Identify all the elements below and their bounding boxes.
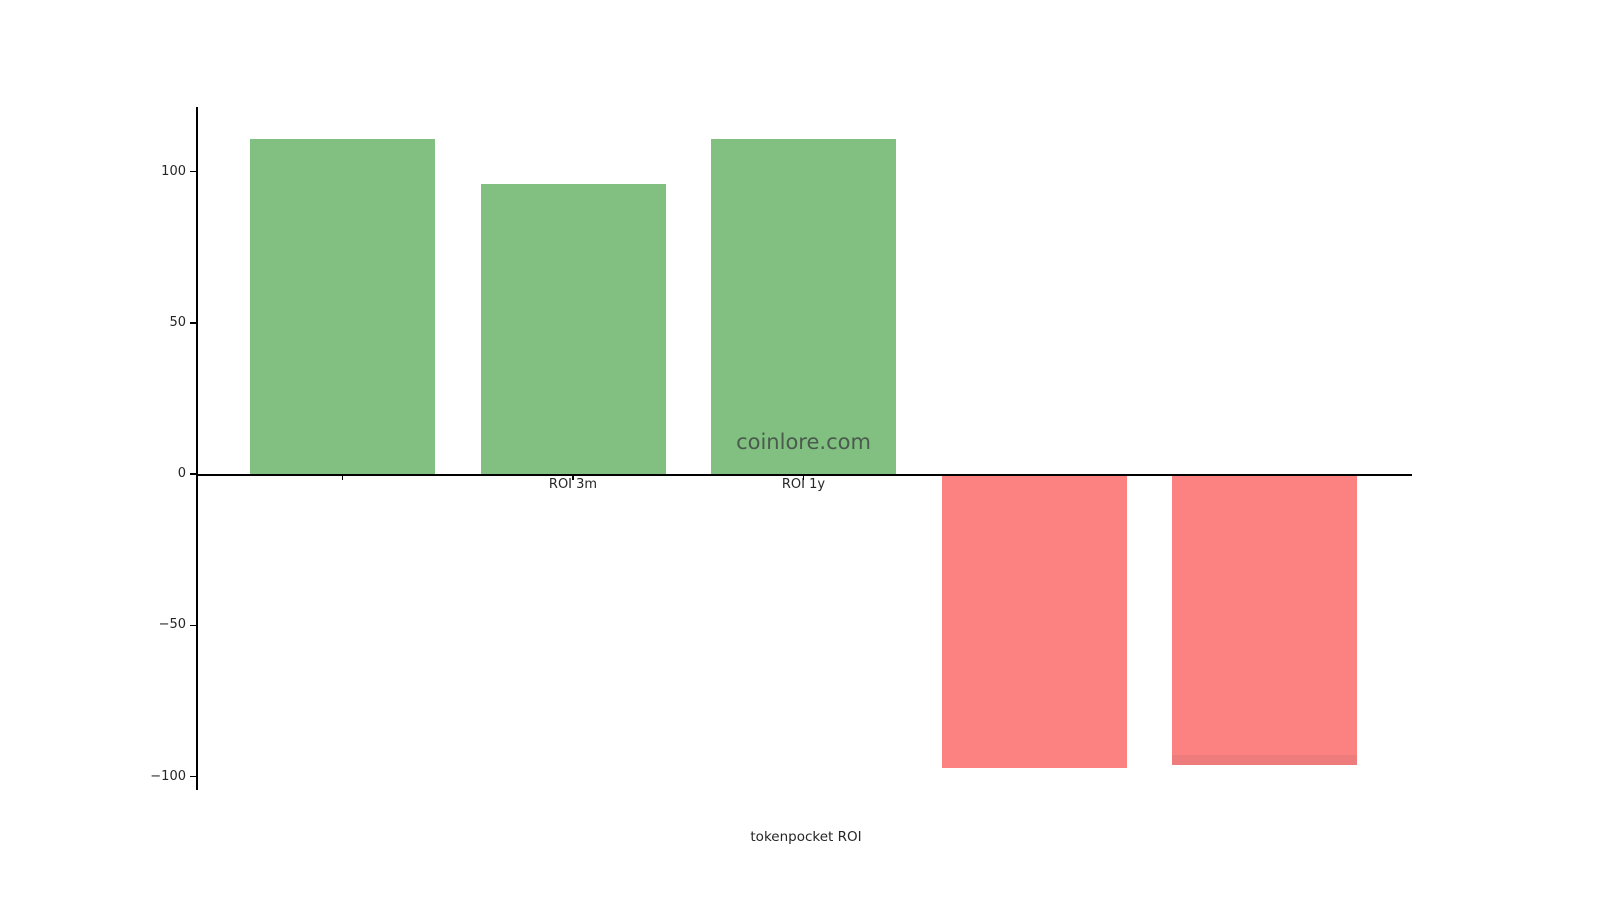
- x-tick-label: ROI 3m: [548, 476, 598, 492]
- y-tick-label: −100: [150, 768, 186, 784]
- x-tick-label: ROI 1y: [781, 476, 826, 492]
- bar-overlay: [1172, 474, 1357, 756]
- y-tick-mark: [190, 170, 196, 173]
- bar: [480, 183, 666, 474]
- bar: [711, 139, 896, 474]
- chart-title: tokenpocket ROI: [750, 829, 862, 845]
- y-tick-label: 0: [177, 466, 186, 481]
- y-tick-mark: [190, 624, 196, 626]
- x-tick-mark: [802, 474, 805, 480]
- bar: [250, 139, 435, 474]
- y-tick-label: −50: [158, 617, 186, 633]
- y-tick-mark: [190, 473, 196, 475]
- bar: [941, 474, 1127, 769]
- y-tick-label: 100: [161, 163, 186, 179]
- y-tick-mark: [190, 322, 196, 324]
- x-tick-mark: [341, 474, 344, 480]
- watermark: coinlore.com: [736, 430, 871, 454]
- y-tick-label: 50: [169, 314, 186, 330]
- x-tick-mark: [572, 474, 574, 480]
- y-tick-mark: [190, 775, 196, 778]
- y-axis-spine: [196, 107, 198, 790]
